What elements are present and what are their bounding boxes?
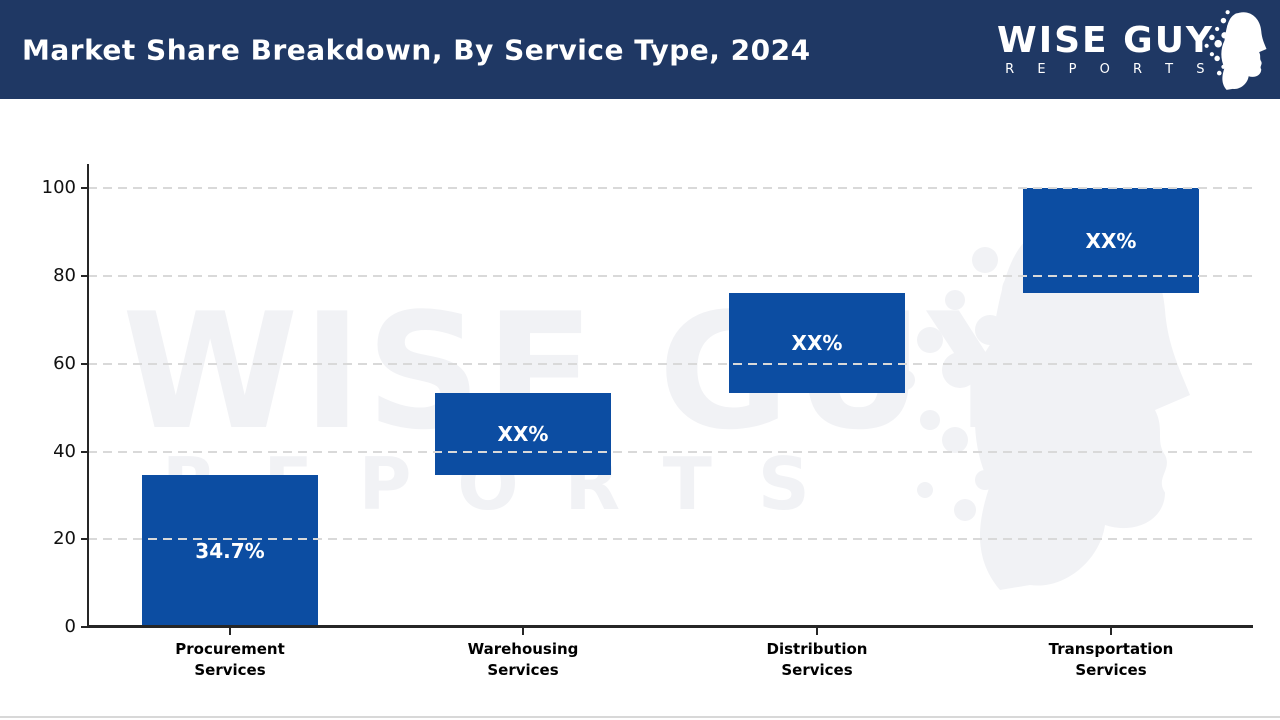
- bar-transportation-services: XX%: [1023, 188, 1199, 294]
- x-tick-mark: [816, 628, 818, 635]
- y-tick-mark: [81, 626, 88, 628]
- brand-subtitle: R E P O R T S: [1005, 62, 1214, 77]
- y-tick-mark: [81, 362, 88, 365]
- gridline-60: [88, 362, 1253, 365]
- category-label-transportation-services: Transportation Services: [1048, 640, 1174, 679]
- y-tick-mark: [81, 538, 88, 541]
- brand-name: WISE GUY: [996, 20, 1214, 61]
- gridline-80: [88, 275, 1253, 278]
- category-label-warehousing-services: Warehousing Services: [467, 640, 579, 679]
- x-tick-mark: [1110, 628, 1112, 635]
- bar-warehousing-services: XX%: [435, 393, 611, 475]
- y-tick-mark: [81, 187, 88, 190]
- category-label-distribution-services: Distribution Services: [766, 640, 868, 679]
- page-title: Market Share Breakdown, By Service Type,…: [22, 33, 811, 66]
- x-axis-spine: [87, 625, 1253, 628]
- brand-logo-text: WISE GUY R E P O R T S: [996, 20, 1214, 78]
- y-tick-mark: [81, 450, 88, 453]
- bar-value-label: XX%: [1085, 228, 1137, 253]
- y-tick-label: 60: [53, 352, 76, 374]
- gridline-100: [88, 187, 1253, 190]
- gridline-20: [88, 538, 1253, 541]
- bar-value-label: 34.7%: [195, 538, 265, 563]
- bar-procurement-services: 34.7%: [142, 474, 318, 627]
- bar-value-label: XX%: [791, 331, 843, 356]
- bar-distribution-services: XX%: [729, 293, 905, 394]
- y-tick-label: 20: [53, 528, 76, 550]
- wiseguy-face-dots-icon: [1204, 10, 1267, 90]
- header-bar: Market Share Breakdown, By Service Type,…: [0, 0, 1280, 99]
- y-tick-mark: [81, 275, 88, 278]
- bottom-divider: [0, 716, 1280, 718]
- x-tick-mark: [229, 628, 231, 635]
- wiseguy-face-dots-icon: [895, 220, 1190, 590]
- y-axis-spine: [87, 164, 89, 628]
- gridline-40: [88, 450, 1253, 453]
- x-tick-mark: [522, 628, 524, 635]
- y-tick-label: 0: [64, 616, 76, 637]
- bar-value-label: XX%: [497, 421, 549, 446]
- y-tick-label: 40: [53, 440, 76, 462]
- y-tick-label: 80: [53, 265, 76, 287]
- y-tick-label: 100: [41, 177, 76, 199]
- category-label-procurement-services: Procurement Services: [175, 640, 285, 679]
- brand-logo: WISE GUY R E P O R T S: [997, 6, 1270, 94]
